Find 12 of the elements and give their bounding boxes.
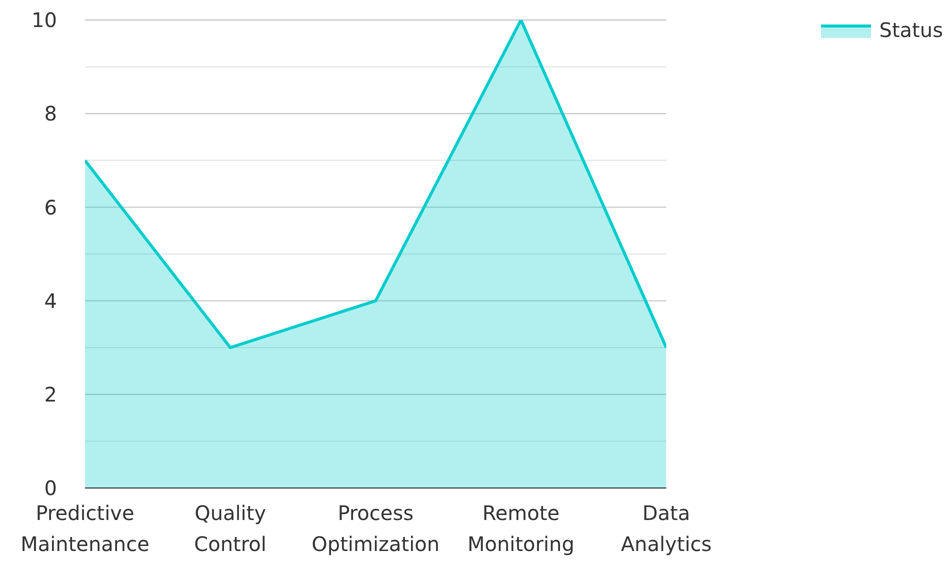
- x-tick-label: Process Optimization: [312, 501, 440, 556]
- legend-label: Status: [879, 18, 943, 42]
- x-tick-label: Predictive Maintenance: [20, 501, 150, 556]
- y-tick-label: 4: [44, 288, 57, 313]
- y-tick-label: 10: [32, 8, 57, 32]
- y-tick-label: 2: [44, 382, 57, 406]
- x-tick-label: Quality Control: [194, 501, 266, 556]
- x-tick-label: Remote Monitoring: [467, 501, 574, 556]
- y-tick-label: 6: [44, 195, 57, 220]
- x-tick-label: Data Analytics: [620, 501, 712, 556]
- y-tick-label: 8: [44, 102, 57, 126]
- y-tick-label: 0: [44, 476, 57, 500]
